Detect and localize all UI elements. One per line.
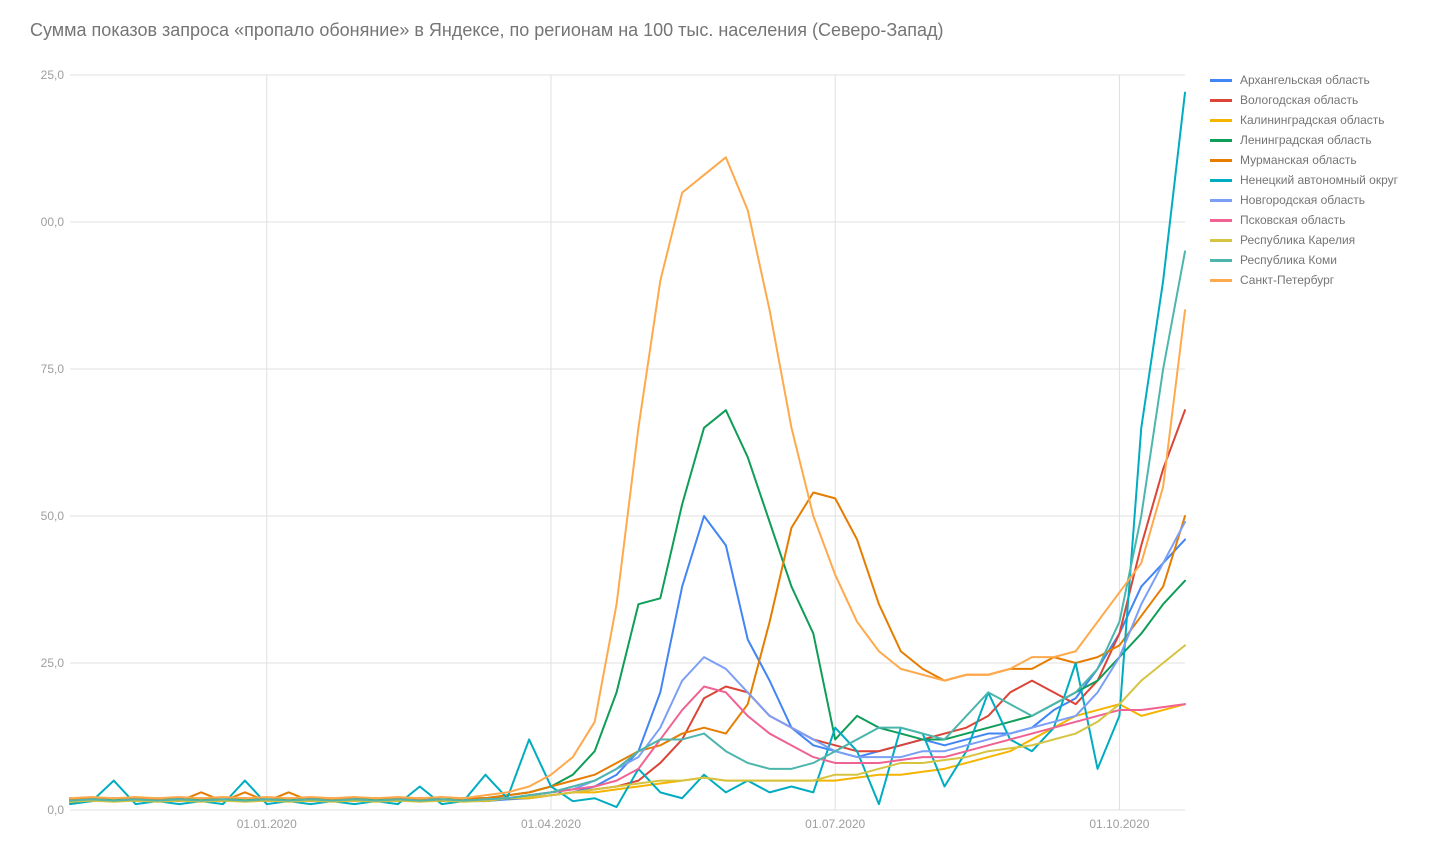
series-line [70,157,1185,798]
chart-svg: 0,0 25,0 50,0 75,0 100,0 125,0 01.01.2020 01.04… [40,70,1190,840]
y-tick-label: 100,0 [40,215,64,229]
y-tick-label: 0,0 [47,803,64,817]
legend-swatch [1210,159,1232,162]
legend-item: Архангельская область [1210,70,1420,90]
x-tick-label: 01.01.2020 [237,817,297,831]
legend-swatch [1210,199,1232,202]
legend-label: Республика Коми [1240,253,1337,267]
legend: Архангельская область Вологодская область… [1210,70,1420,290]
legend-item: Мурманская область [1210,150,1420,170]
legend-swatch [1210,139,1232,142]
legend-swatch [1210,239,1232,242]
legend-swatch [1210,79,1232,82]
legend-swatch [1210,219,1232,222]
chart-title: Сумма показов запроса «пропало обоняние»… [30,20,944,41]
legend-label: Республика Карелия [1240,233,1355,247]
legend-item: Ленинградская область [1210,130,1420,150]
legend-item: Калининградская область [1210,110,1420,130]
legend-swatch [1210,99,1232,102]
legend-item: Ненецкий автономный округ [1210,170,1420,190]
series-line [70,410,1185,799]
legend-label: Псковская область [1240,213,1345,227]
legend-swatch [1210,259,1232,262]
legend-label: Вологодская область [1240,93,1358,107]
legend-label: Ненецкий автономный округ [1240,173,1398,187]
legend-label: Новгородская область [1240,193,1365,207]
y-tick-label: 50,0 [41,509,65,523]
series-line [70,93,1185,807]
legend-item: Республика Карелия [1210,230,1420,250]
legend-label: Мурманская область [1240,153,1357,167]
y-tick-label: 125,0 [40,70,64,82]
legend-item: Республика Коми [1210,250,1420,270]
legend-item: Новгородская область [1210,190,1420,210]
x-tick-label: 01.04.2020 [521,817,581,831]
legend-label: Архангельская область [1240,73,1370,87]
legend-label: Санкт-Петербург [1240,273,1334,287]
y-tick-label: 25,0 [41,656,65,670]
chart-container: Сумма показов запроса «пропало обоняние»… [0,0,1435,854]
legend-item: Вологодская область [1210,90,1420,110]
plot-area: 0,0 25,0 50,0 75,0 100,0 125,0 01.01.2020 01.04… [40,70,1190,840]
legend-item: Санкт-Петербург [1210,270,1420,290]
series-line [70,516,1185,801]
y-tick-label: 75,0 [41,362,65,376]
x-tick-label: 01.07.2020 [805,817,865,831]
legend-label: Калининградская область [1240,113,1385,127]
legend-item: Псковская область [1210,210,1420,230]
legend-swatch [1210,179,1232,182]
legend-swatch [1210,279,1232,282]
x-tick-label: 01.10.2020 [1089,817,1149,831]
series-line [70,251,1185,800]
legend-swatch [1210,119,1232,122]
legend-label: Ленинградская область [1240,133,1372,147]
